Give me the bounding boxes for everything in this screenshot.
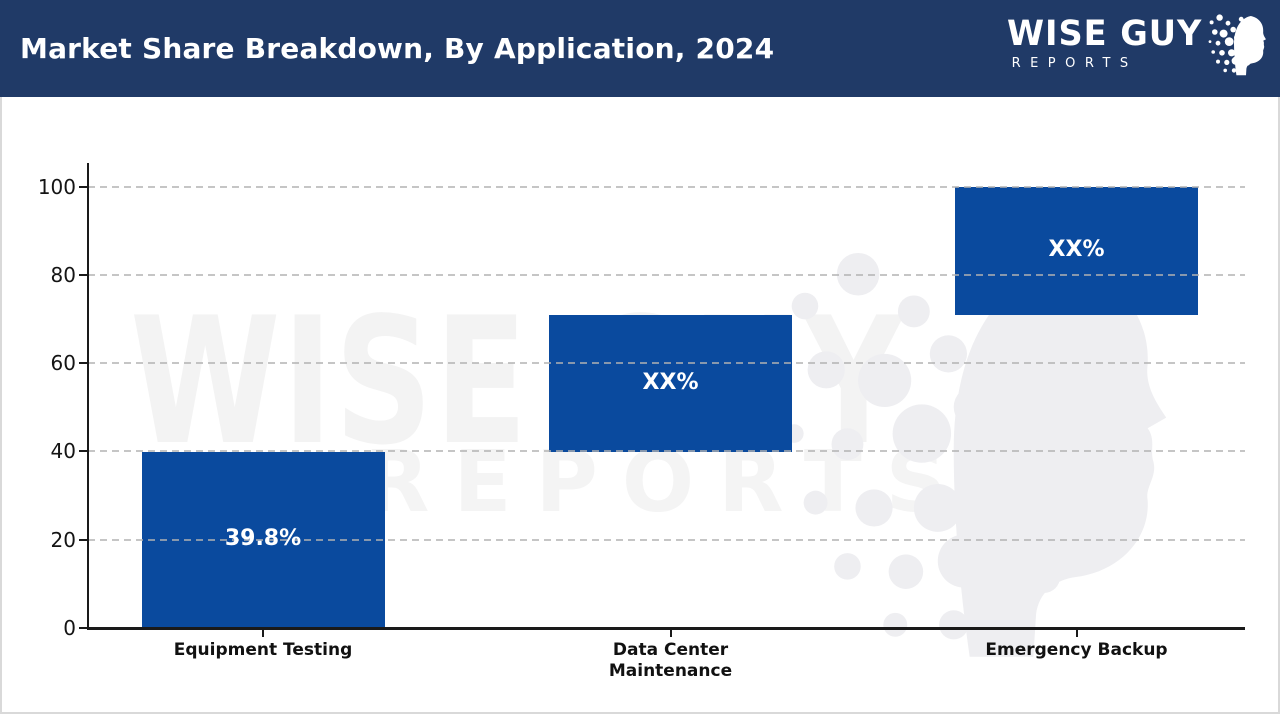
header-bar: Market Share Breakdown, By Application, … <box>0 0 1280 97</box>
chart-card: WISE GUY REPORTS <box>0 97 1280 714</box>
brand-logo: WISE GUY REPORTS <box>1007 8 1266 80</box>
watermark-head-icon <box>767 237 1167 662</box>
brand-name: WISE GUY <box>1006 14 1202 54</box>
brand-wordmark: WISE GUY REPORTS <box>1006 14 1210 72</box>
page-title: Market Share Breakdown, By Application, … <box>20 32 775 65</box>
brand-subname: REPORTS <box>1011 56 1138 71</box>
brand-head-icon <box>1206 8 1266 80</box>
